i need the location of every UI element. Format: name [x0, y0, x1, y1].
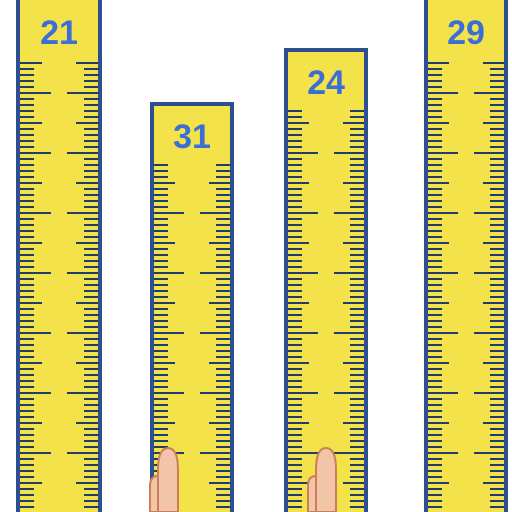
ruler-21-label: 21: [40, 14, 78, 53]
ruler-21: 21: [16, 0, 102, 512]
ruler-29: 29: [424, 0, 508, 512]
ruler-24-label: 24: [307, 64, 345, 103]
ruler-31-label: 31: [173, 118, 211, 157]
ruler-29-label: 29: [447, 14, 485, 53]
stage: 21 31 24 29: [0, 0, 512, 512]
hand-right: [296, 442, 352, 512]
hand-left: [138, 442, 194, 512]
